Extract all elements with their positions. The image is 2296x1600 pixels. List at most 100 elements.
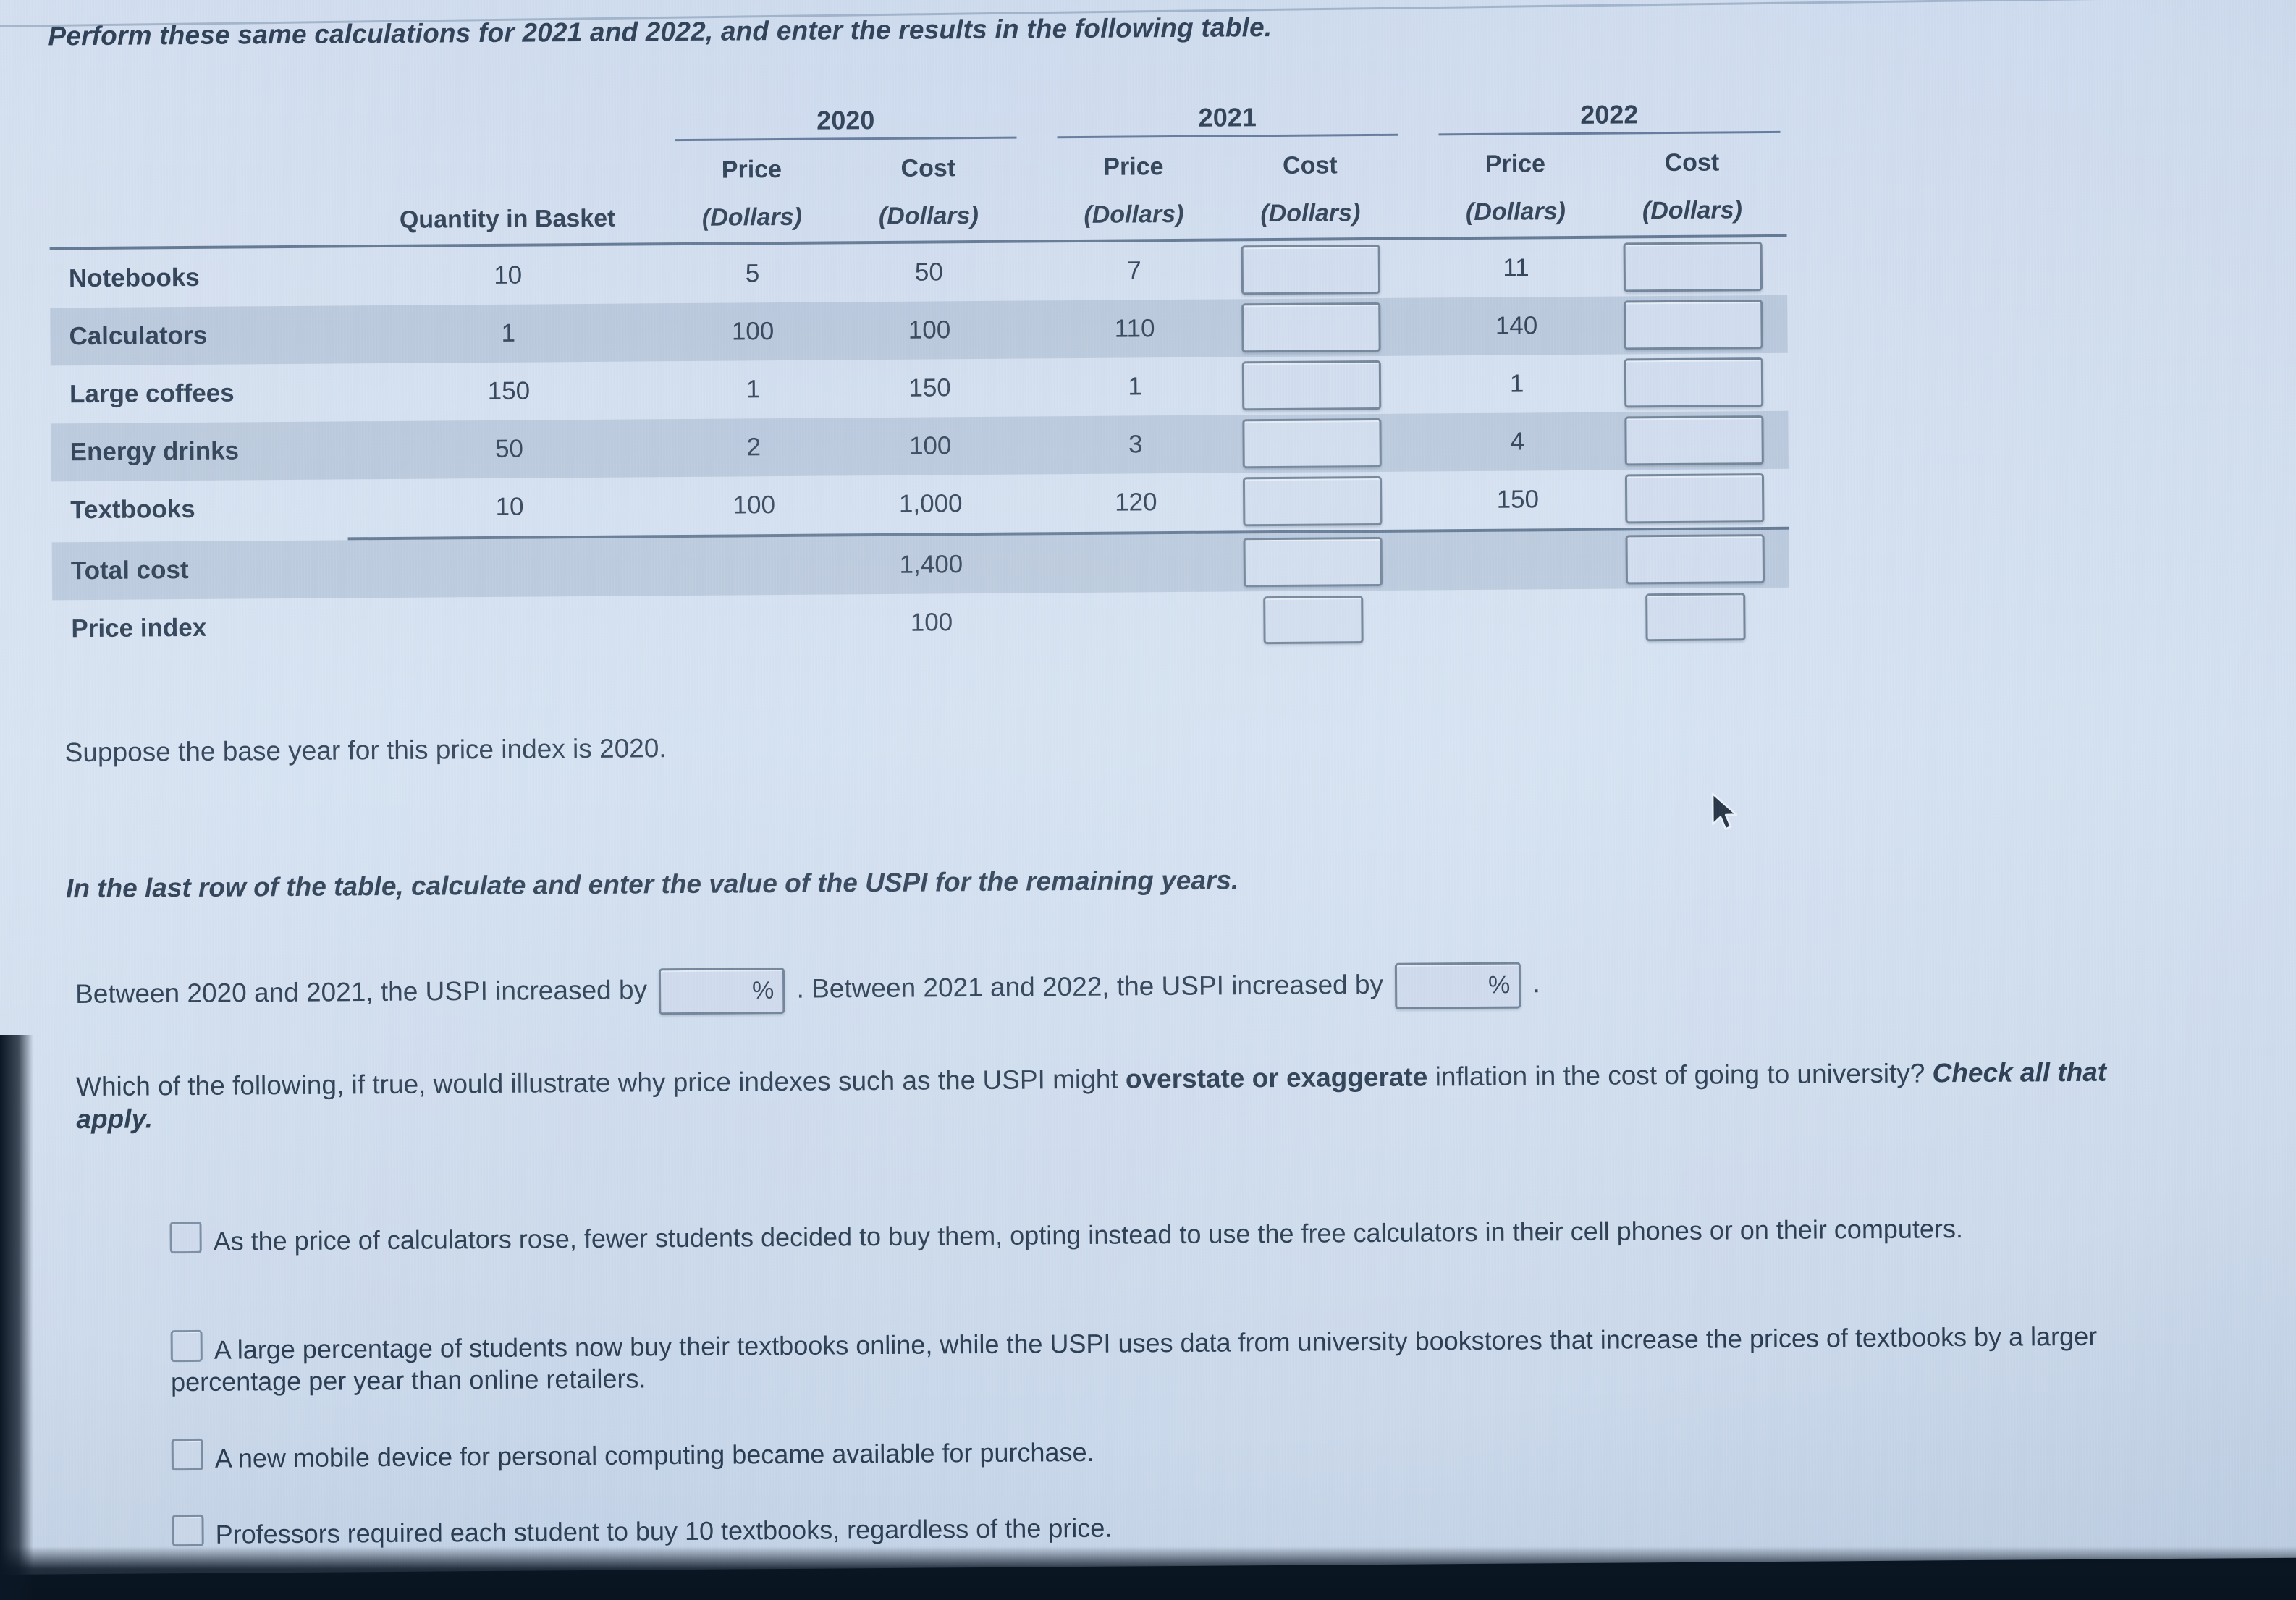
cell-cost-2020-price-index: 100 xyxy=(910,608,953,637)
gap-2021-2022 xyxy=(1404,83,1432,135)
cell-gap xyxy=(1405,240,1434,297)
input-cost-2021-energy-drinks[interactable] xyxy=(1242,418,1382,469)
units-price-2022: (Dollars) xyxy=(1465,198,1566,227)
price-index-table: 2020 2021 2022 xyxy=(48,81,1790,659)
checkbox-option-0-label: As the price of calculators rose, fewer … xyxy=(213,1214,1964,1256)
percent-symbol-1: % xyxy=(751,976,775,1004)
header-blank-1 xyxy=(49,143,345,190)
cell-cost-2022-total-cost xyxy=(1600,529,1790,589)
row-label-price-index: Price index xyxy=(71,613,207,643)
row-label-energy-drinks: Energy drinks xyxy=(51,421,347,482)
cell-quantity-price-index xyxy=(348,596,673,656)
cell-gap xyxy=(1408,590,1437,648)
cell-cost-2022-energy-drinks xyxy=(1599,410,1789,470)
year-label-2020: 2020 xyxy=(816,105,875,135)
cell-gap xyxy=(1024,300,1053,359)
input-total-cost-2022[interactable] xyxy=(1625,534,1765,585)
cell-price-2021-price-index xyxy=(1055,592,1220,651)
cell-quantity-textbooks: 10 xyxy=(495,492,524,521)
cell-cost-2021-textbooks xyxy=(1218,472,1407,531)
cell-cost-2021-price-index xyxy=(1219,591,1408,650)
checkbox-option-1[interactable]: A large percentage of students now buy t… xyxy=(170,1316,2148,1398)
checkbox-icon[interactable] xyxy=(169,1221,202,1254)
cell-cost-2022-notebooks xyxy=(1598,237,1787,297)
input-cost-2021-notebooks[interactable] xyxy=(1241,244,1381,295)
cell-gap xyxy=(1026,593,1055,651)
cell-price-2020-price-index xyxy=(672,594,837,653)
cell-quantity-energy-drinks: 50 xyxy=(347,419,672,480)
cell-price-2021-large-coffees: 1 xyxy=(1128,372,1143,401)
cell-price-2022-price-index xyxy=(1436,589,1601,648)
cell-price-2021-energy-drinks: 3 xyxy=(1052,415,1218,475)
cell-cost-2021-total-cost xyxy=(1218,532,1408,592)
units-price-2020: (Dollars) xyxy=(701,203,803,232)
input-total-cost-2021[interactable] xyxy=(1243,536,1383,588)
uspi-sentence-part1: Between 2020 and 2021, the USPI increase… xyxy=(75,975,648,1009)
year-label-2022: 2022 xyxy=(1580,99,1639,130)
cell-gap xyxy=(1406,532,1437,591)
row-label-total-cost: Total cost xyxy=(51,540,348,601)
cell-price-2021-textbooks: 120 xyxy=(1114,488,1157,517)
header-price-2021: Price xyxy=(1103,153,1164,181)
input-cost-2022-calculators[interactable] xyxy=(1623,300,1763,350)
cell-cost-2022-price-index xyxy=(1600,588,1789,647)
header-blank-5 xyxy=(49,188,345,247)
cell-quantity-calculators: 1 xyxy=(345,303,671,364)
cell-cost-2022-large-coffees xyxy=(1599,353,1788,412)
question-lead: Which of the following, if true, would i… xyxy=(75,1064,1126,1102)
cell-cost-2020-calculators: 100 xyxy=(835,300,1024,360)
cell-price-2020-energy-drinks: 2 xyxy=(671,418,837,478)
checkbox-icon[interactable] xyxy=(171,1438,203,1471)
row-label-large-coffees: Large coffees xyxy=(69,378,235,409)
input-uspi-increase-2021-2022[interactable]: % xyxy=(1395,962,1521,1009)
cell-price-2020-calculators: 100 xyxy=(670,302,836,362)
input-price-index-2022[interactable] xyxy=(1645,593,1746,642)
question-bold-phrase: overstate or exaggerate xyxy=(1125,1062,1428,1094)
header-price-2020: Price xyxy=(721,155,782,184)
percent-symbol-2: % xyxy=(1487,971,1511,999)
photo-left-edge xyxy=(0,1035,33,1600)
cell-price-2022-calculators: 140 xyxy=(1434,296,1600,356)
cell-cost-2020-energy-drinks: 100 xyxy=(835,416,1025,476)
cell-cost-2021-notebooks xyxy=(1216,240,1405,300)
checkbox-icon[interactable] xyxy=(170,1329,203,1363)
cell-gap xyxy=(1025,474,1054,532)
row-label-textbooks: Textbooks xyxy=(70,494,195,525)
row-label-notebooks: Notebooks xyxy=(68,263,200,293)
checkbox-option-1-label: A large percentage of students now buy t… xyxy=(170,1321,2098,1397)
checkbox-option-3-label: Professors required each student to buy … xyxy=(215,1512,1113,1549)
input-cost-2022-large-coffees[interactable] xyxy=(1624,357,1763,408)
cell-quantity-total-cost xyxy=(347,538,673,598)
input-cost-2022-textbooks[interactable] xyxy=(1624,473,1765,524)
cell-price-2021-total-cost xyxy=(1054,533,1219,593)
input-cost-2021-large-coffees[interactable] xyxy=(1241,360,1382,411)
header-blank-4 xyxy=(1404,135,1433,180)
year-group-2021: 2021 xyxy=(1050,84,1404,139)
checkbox-option-0[interactable]: As the price of calculators rose, fewer … xyxy=(169,1207,2145,1258)
units-cost-2022: (Dollars) xyxy=(1642,196,1742,225)
uspi-sentence-part2: . Between 2021 and 2022, the USPI increa… xyxy=(796,969,1384,1004)
cell-cost-2022-calculators xyxy=(1598,295,1788,355)
header-cost-2022: Cost xyxy=(1664,148,1720,177)
header-blank-2 xyxy=(345,141,670,188)
uspi-increase-sentence: Between 2020 and 2021, the USPI increase… xyxy=(75,962,1540,1019)
checkbox-option-2[interactable]: A new mobile device for personal computi… xyxy=(171,1424,2148,1475)
cell-gap xyxy=(1023,242,1052,300)
units-price-2021: (Dollars) xyxy=(1084,200,1184,229)
year-group-2022: 2022 xyxy=(1432,81,1786,136)
input-cost-2022-notebooks[interactable] xyxy=(1623,242,1763,292)
cell-price-2020-textbooks: 100 xyxy=(733,491,776,520)
cell-price-2020-large-coffees: 1 xyxy=(746,375,761,404)
checkbox-option-3[interactable]: Professors required each student to buy … xyxy=(172,1500,2148,1551)
row-label-calculators: Calculators xyxy=(50,305,347,366)
input-cost-2021-calculators[interactable] xyxy=(1241,302,1381,353)
header-quantity-in-basket: Quantity in Basket xyxy=(399,204,616,234)
input-price-index-2021[interactable] xyxy=(1263,596,1364,645)
checkbox-icon[interactable] xyxy=(172,1514,204,1547)
input-uspi-increase-2020-2021[interactable]: % xyxy=(659,967,785,1015)
header-price-2022: Price xyxy=(1485,150,1546,178)
input-cost-2021-textbooks[interactable] xyxy=(1243,475,1383,527)
input-cost-2022-energy-drinks[interactable] xyxy=(1624,415,1764,466)
